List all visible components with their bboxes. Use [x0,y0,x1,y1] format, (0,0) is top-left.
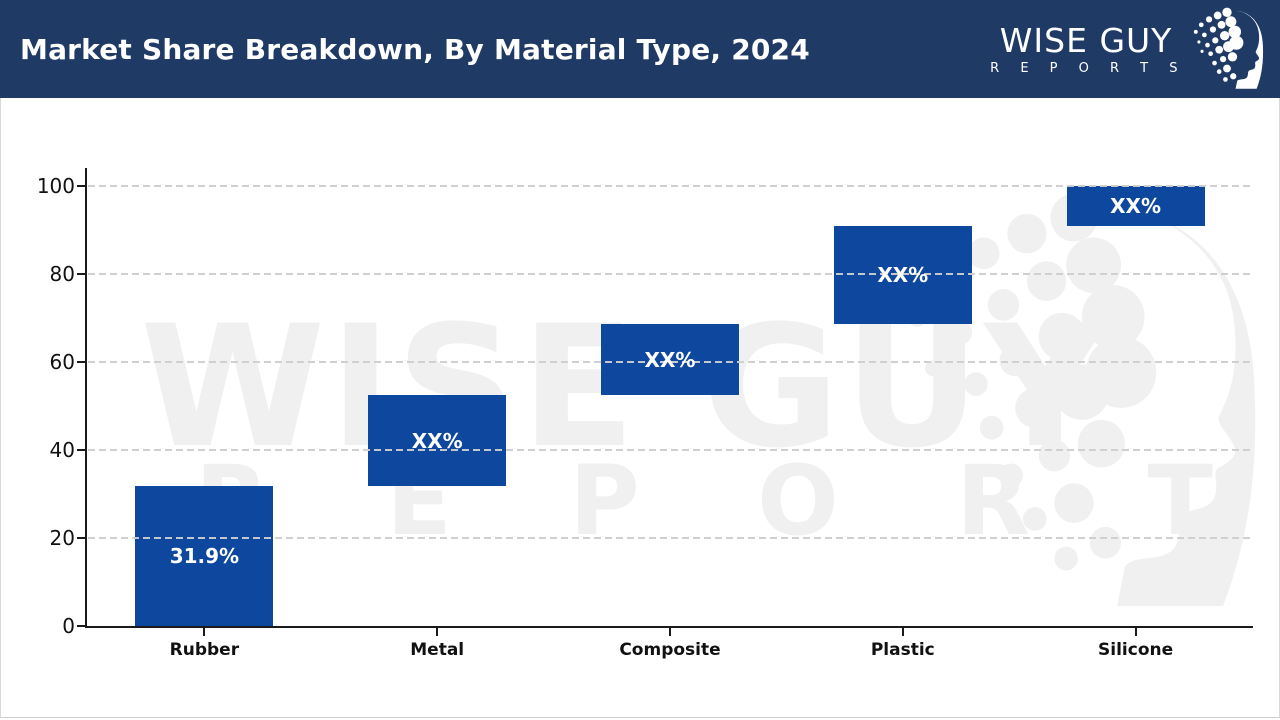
y-tick-label-0: 0 [62,614,75,638]
bar-metal [368,395,507,486]
bar-value-label: XX% [877,262,929,287]
bar-rubber [135,485,274,626]
header-bar: Market Share Breakdown, By Material Type… [0,0,1280,98]
x-axis-label-composite: Composite [619,640,721,660]
y-tick-label-80: 80 [49,262,75,286]
bar-value-label: 31.9% [169,543,240,568]
y-tick-label-60: 60 [49,350,75,374]
y-tick-60 [77,361,85,363]
bar-value-label: XX% [644,347,696,372]
x-axis-label-silicone: Silicone [1098,640,1174,660]
y-gridline-60 [88,361,1252,363]
bar-composite [601,324,739,396]
watermark-head-profile-icon [907,193,1256,607]
x-tick-rubber [203,628,206,636]
wise-guy-reports-logo: WISE GUY R E P O R T S [986,6,1266,92]
x-tick-metal [436,628,439,636]
logo-subtext: R E P O R T S [990,60,1186,76]
bar-silicone [1066,186,1205,226]
bar-value-label: XX% [411,428,463,453]
x-axis-label-plastic: Plastic [870,640,935,660]
y-axis-line [85,168,87,628]
y-gridline-80 [88,273,1252,275]
x-tick-plastic [901,628,904,636]
y-gridline-20 [88,537,1252,539]
x-axis-line [85,626,1253,628]
x-tick-composite [669,628,671,636]
logo-text: WISE GUY R E P O R T S [986,24,1186,75]
y-tick-0 [77,625,85,627]
y-tick-100 [77,185,85,187]
x-axis-label-metal: Metal [410,640,465,660]
x-axis-label-rubber: Rubber [169,640,240,660]
page-title: Market Share Breakdown, By Material Type… [20,32,810,66]
bar-value-label: XX% [1110,193,1162,218]
y-tick-label-20: 20 [49,526,75,550]
y-tick-40 [77,449,85,451]
y-gridline-40 [88,449,1252,451]
waterfall-chart: 31.9% XX% XX% XX% XX% 0 20 40 60 80 100 Rubber Metal… [0,98,1280,720]
x-tick-silicone [1134,628,1137,636]
y-tick-label-40: 40 [49,438,75,462]
y-gridline-100 [88,185,1252,187]
head-profile-icon [1193,7,1264,89]
y-tick-80 [77,273,85,275]
y-tick-20 [77,537,85,539]
logo-wordmark: WISE GUY [999,20,1173,60]
y-tick-label-100: 100 [36,174,75,198]
